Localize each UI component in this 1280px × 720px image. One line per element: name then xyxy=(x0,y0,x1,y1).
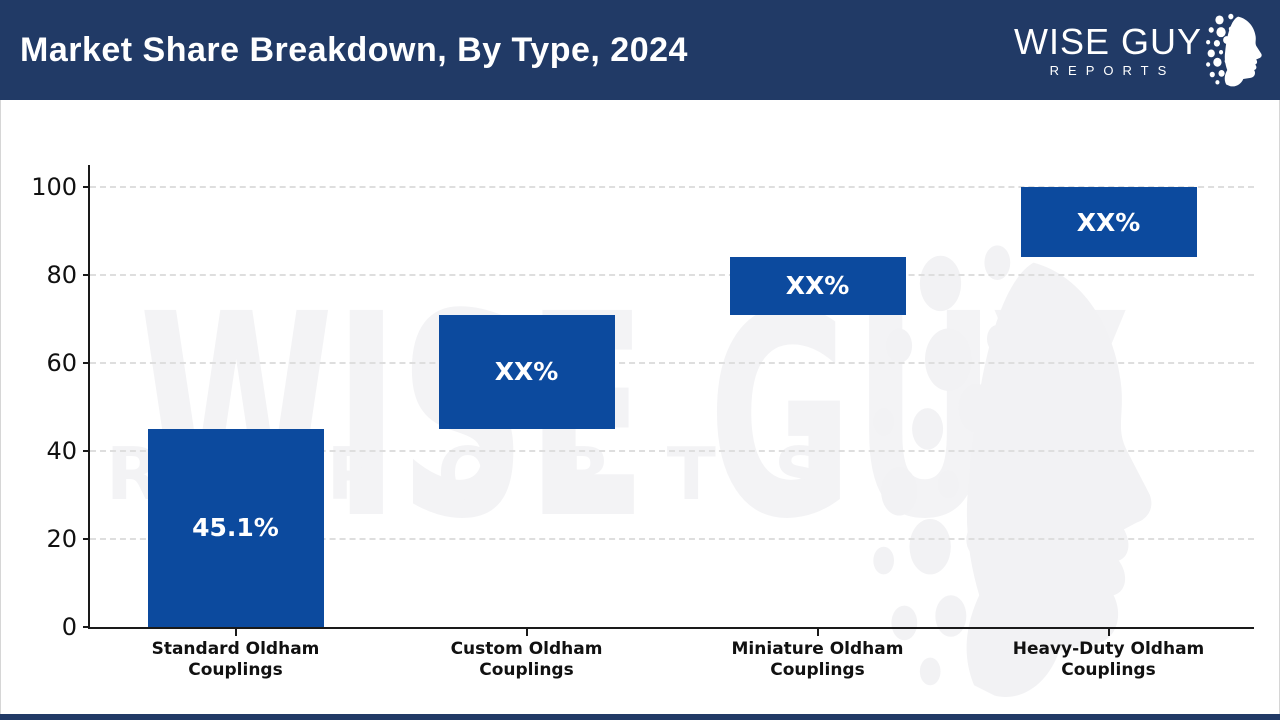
head-profile-icon xyxy=(1206,13,1262,87)
brand-logo: WISE GUY REPORTS xyxy=(1014,11,1280,89)
y-axis-line xyxy=(88,165,90,629)
ytick-label-60: 60 xyxy=(46,349,77,377)
bar-segment: XX% xyxy=(1020,187,1197,258)
category-label: Heavy-Duty Oldham Couplings xyxy=(1012,639,1205,681)
footer-bar xyxy=(0,714,1280,720)
plot: 0 20 40 60 80 100 45.1% Standard Oldham Couplin… xyxy=(1,100,1279,714)
ytick-mark-0 xyxy=(83,626,90,628)
ytick-label-80: 80 xyxy=(46,261,77,289)
brand-subtitle: REPORTS xyxy=(1049,62,1176,78)
xtick-mark-1 xyxy=(525,629,528,636)
xtick-mark-2 xyxy=(816,629,819,636)
category-label: Standard Oldham Couplings xyxy=(151,639,320,681)
ytick-label-0: 0 xyxy=(61,613,77,641)
gridline-60 xyxy=(90,362,1254,364)
brand-name: WISE GUY xyxy=(1013,20,1202,62)
gridline-40 xyxy=(90,450,1254,452)
ytick-label-100: 100 xyxy=(31,173,77,201)
gridline-100 xyxy=(90,186,1254,188)
bar-value-label: XX% xyxy=(494,357,559,387)
xtick-mark-0 xyxy=(234,629,237,636)
ytick-mark-40 xyxy=(83,450,90,452)
xtick-mark-3 xyxy=(1107,629,1110,636)
gridline-20 xyxy=(90,538,1254,540)
bar-segment: XX% xyxy=(729,257,906,315)
watermark-head-icon xyxy=(873,245,1152,698)
category-label: Miniature Oldham Couplings xyxy=(731,639,904,681)
x-axis-line xyxy=(88,627,1254,629)
bar-value-label: XX% xyxy=(1076,207,1141,237)
ytick-mark-60 xyxy=(83,362,90,364)
page-title: Market Share Breakdown, By Type, 2024 xyxy=(20,30,688,69)
ytick-label-20: 20 xyxy=(46,525,77,553)
bar-segment: XX% xyxy=(438,314,615,429)
ytick-mark-100 xyxy=(83,186,90,188)
bar-value-label: XX% xyxy=(785,271,850,301)
chart-area: WISE GUY REPORTS 0 20 40 60 80 100 45.1% Standa… xyxy=(0,100,1280,715)
gridline-80 xyxy=(90,274,1254,276)
category-label: Custom Oldham Couplings xyxy=(450,639,603,681)
header-bar: Market Share Breakdown, By Type, 2024 WI… xyxy=(0,0,1280,100)
ytick-mark-80 xyxy=(83,274,90,276)
brand-logo-text: WISE GUY REPORTS xyxy=(1013,20,1202,78)
bar-segment: 45.1% xyxy=(147,428,324,627)
ytick-mark-20 xyxy=(83,538,90,540)
bar-value-label: 45.1% xyxy=(192,513,279,543)
ytick-label-40: 40 xyxy=(46,437,77,465)
